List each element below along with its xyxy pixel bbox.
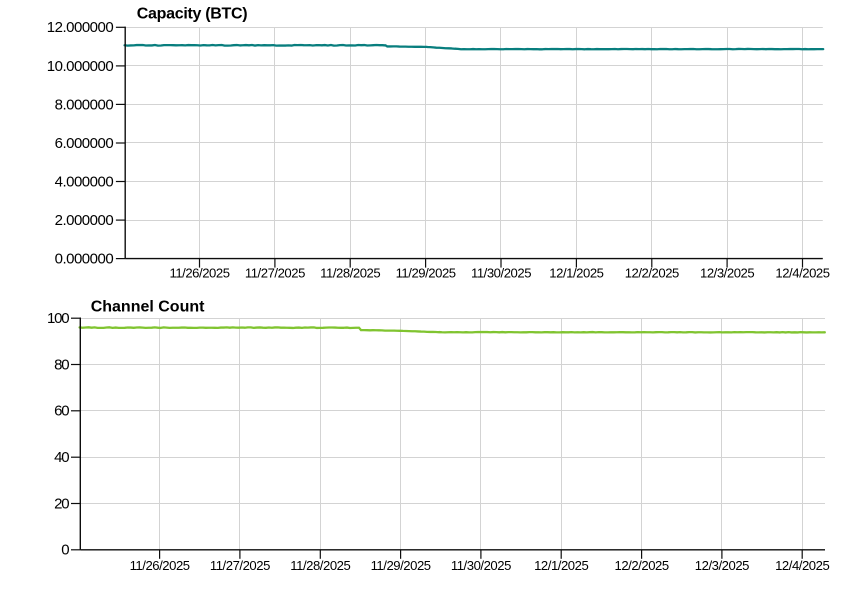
svg-text:20: 20	[54, 495, 69, 512]
svg-text:12/4/2025: 12/4/2025	[775, 265, 829, 280]
svg-text:12/4/2025: 12/4/2025	[775, 558, 829, 573]
svg-text:11/27/2025: 11/27/2025	[245, 265, 305, 280]
svg-text:4.000000: 4.000000	[55, 173, 114, 190]
svg-text:0: 0	[61, 542, 69, 559]
svg-text:11/26/2025: 11/26/2025	[130, 558, 190, 573]
svg-text:12/3/2025: 12/3/2025	[700, 265, 754, 280]
svg-text:12/1/2025: 12/1/2025	[534, 558, 588, 573]
svg-text:12/2/2025: 12/2/2025	[614, 558, 668, 573]
svg-text:12.000000: 12.000000	[47, 19, 114, 36]
svg-text:11/28/2025: 11/28/2025	[290, 558, 350, 573]
svg-text:Channel Count: Channel Count	[91, 299, 205, 316]
svg-text:100: 100	[47, 310, 69, 327]
svg-text:10.000000: 10.000000	[47, 58, 114, 75]
svg-text:11/30/2025: 11/30/2025	[451, 558, 511, 573]
svg-text:12/2/2025: 12/2/2025	[625, 265, 679, 280]
svg-text:11/28/2025: 11/28/2025	[320, 265, 380, 280]
svg-text:11/30/2025: 11/30/2025	[471, 265, 531, 280]
svg-text:40: 40	[54, 449, 69, 466]
svg-text:11/29/2025: 11/29/2025	[396, 265, 456, 280]
svg-text:12/3/2025: 12/3/2025	[695, 558, 749, 573]
svg-text:6.000000: 6.000000	[55, 135, 114, 152]
svg-text:Capacity (BTC): Capacity (BTC)	[137, 5, 247, 22]
svg-text:11/26/2025: 11/26/2025	[169, 265, 229, 280]
svg-text:12/1/2025: 12/1/2025	[549, 265, 603, 280]
svg-text:11/27/2025: 11/27/2025	[210, 558, 270, 573]
svg-text:2.000000: 2.000000	[55, 212, 114, 229]
svg-text:80: 80	[54, 356, 69, 373]
svg-text:8.000000: 8.000000	[55, 96, 114, 113]
svg-text:11/29/2025: 11/29/2025	[371, 558, 431, 573]
svg-text:60: 60	[54, 403, 69, 420]
svg-text:0.000000: 0.000000	[55, 251, 114, 268]
